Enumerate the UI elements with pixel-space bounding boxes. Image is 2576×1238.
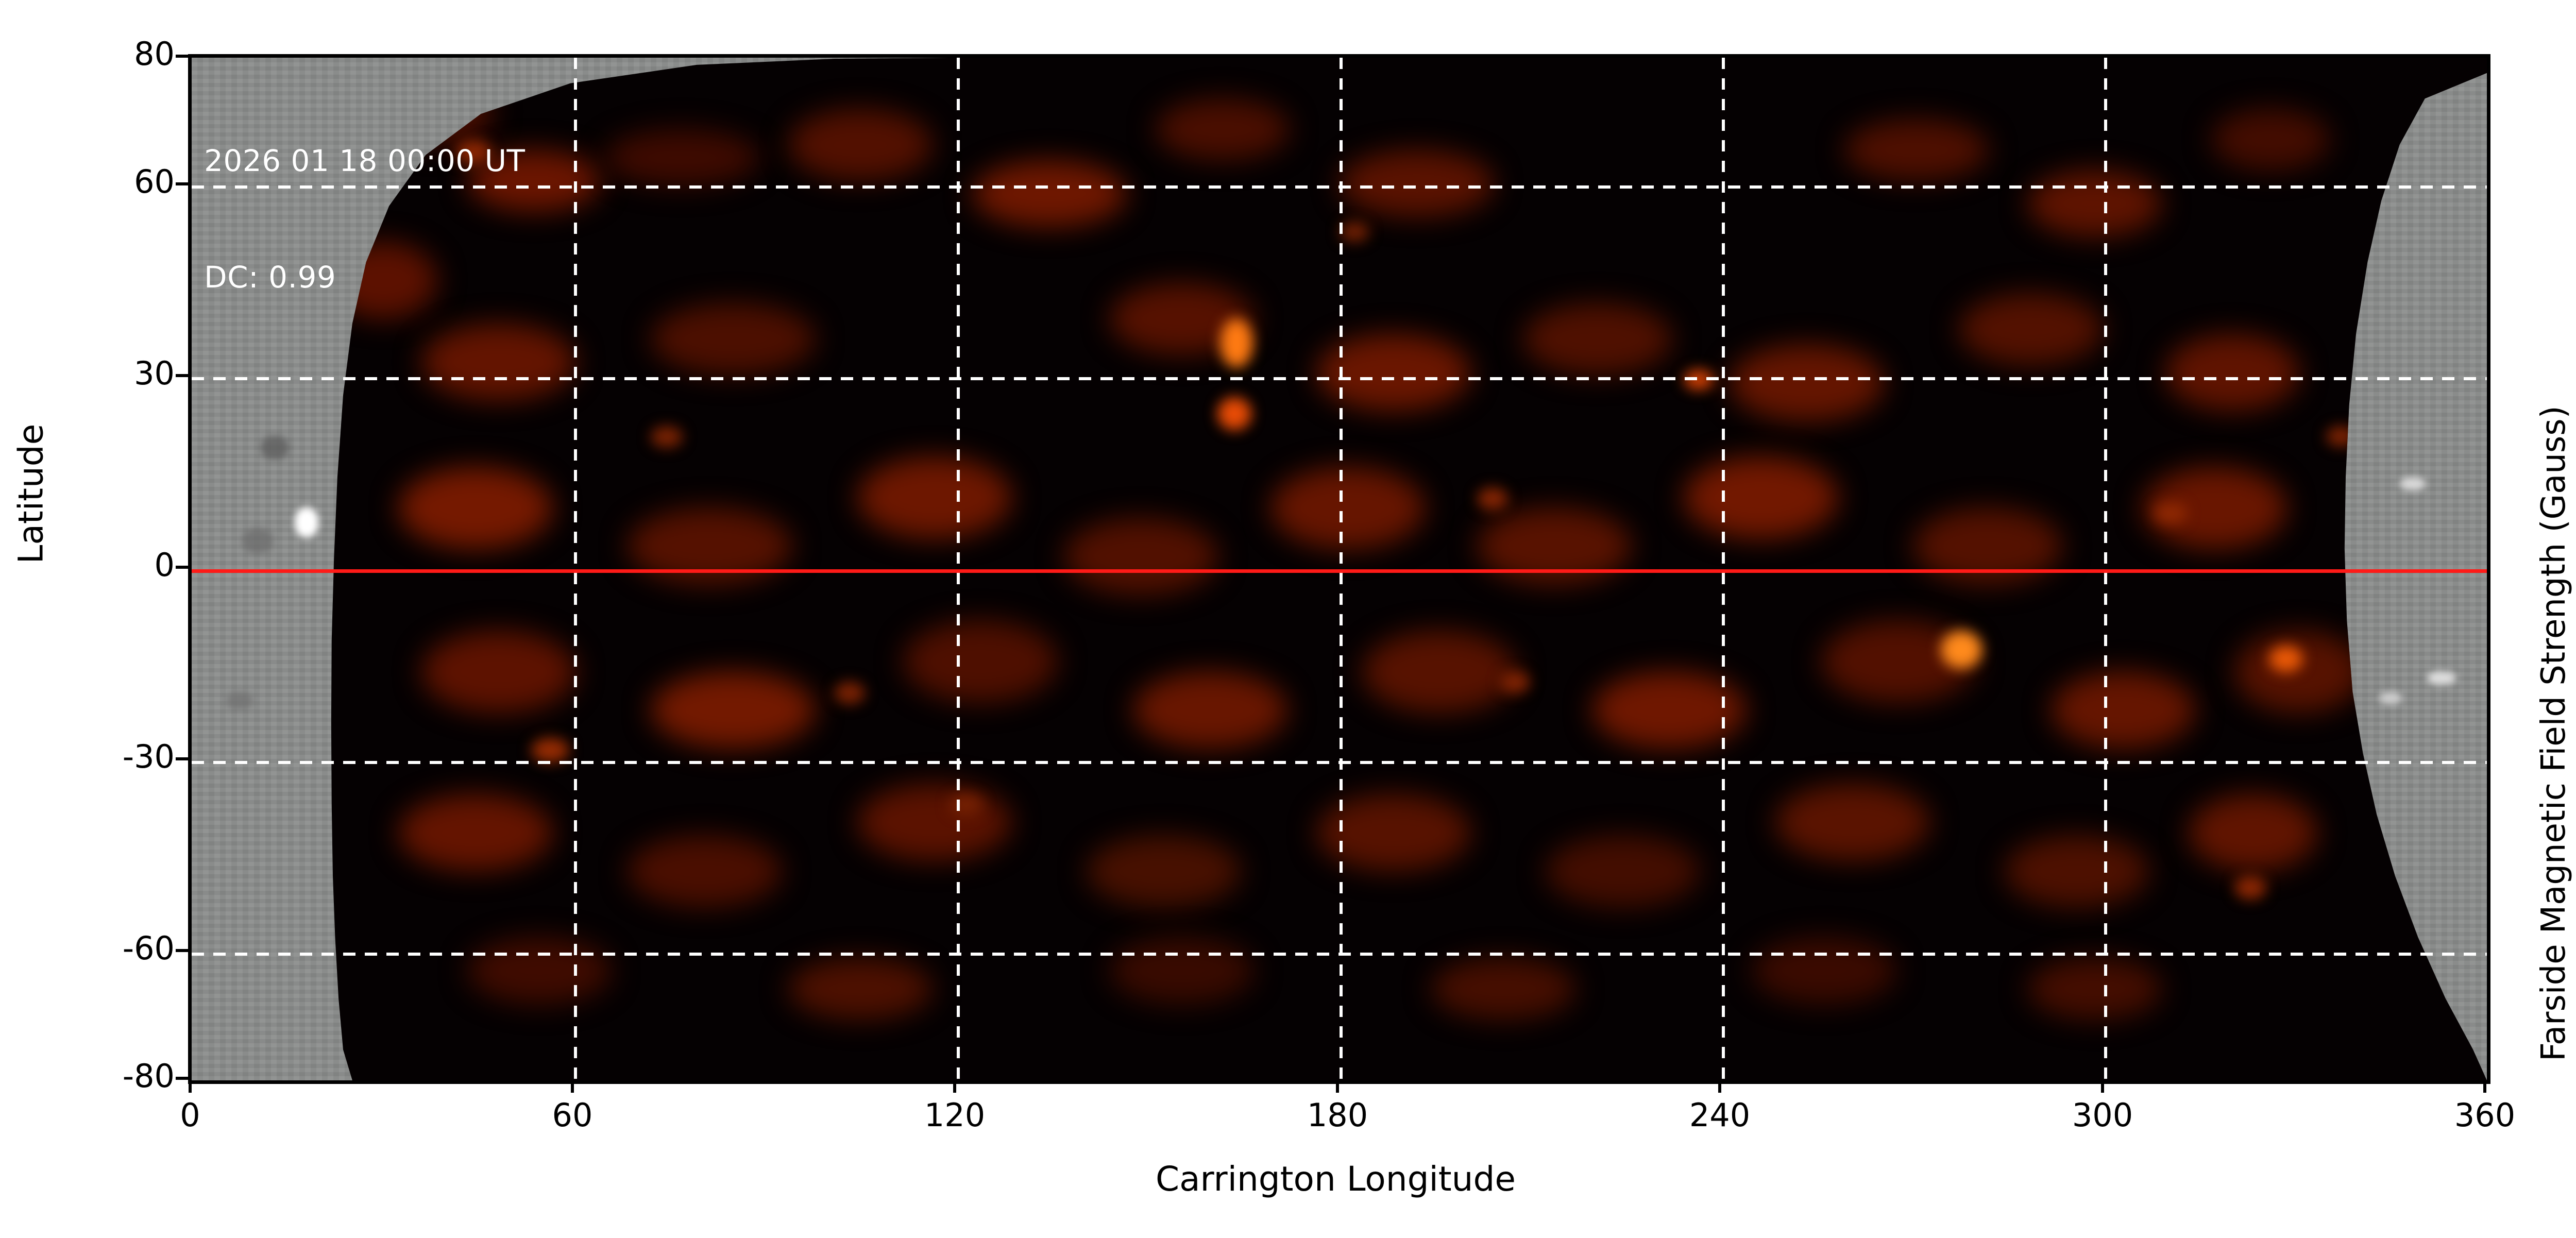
y-tick-label: -80 bbox=[122, 1057, 175, 1095]
y-tick-label: 60 bbox=[134, 163, 175, 200]
y-tick-label: 0 bbox=[154, 546, 175, 584]
magnetogram-image: NISP NSO INTEGRATED SYNOPTIC PROGRAM 202… bbox=[192, 58, 2487, 1080]
y-tick-label: 30 bbox=[134, 354, 175, 392]
y-tick-label: -60 bbox=[122, 929, 175, 967]
x-tick-label: 360 bbox=[2454, 1096, 2516, 1134]
x-tick-label: 60 bbox=[552, 1096, 593, 1134]
x-tick-label: 240 bbox=[1689, 1096, 1751, 1134]
y-axis-label: Latitude bbox=[11, 423, 51, 564]
x-tick-label: 300 bbox=[2072, 1096, 2133, 1134]
plot-annotation: 2026 01 18 00:00 UT DC: 0.99 bbox=[204, 64, 525, 375]
x-tick-label: 120 bbox=[924, 1096, 986, 1134]
y-tick-label: -30 bbox=[122, 738, 175, 775]
farside-colorbar-title: Farside Magnetic Field Strength (Gauss) bbox=[2535, 405, 2573, 1061]
x-tick-label: 180 bbox=[1307, 1096, 1368, 1134]
equator-line bbox=[192, 569, 2487, 573]
y-tick-label: 80 bbox=[134, 35, 175, 73]
x-tick-label: 0 bbox=[180, 1096, 200, 1134]
magnetogram-plot-frame: NISP NSO INTEGRATED SYNOPTIC PROGRAM 202… bbox=[188, 54, 2490, 1084]
x-axis-label: Carrington Longitude bbox=[1155, 1159, 1516, 1199]
annotation-timestamp: 2026 01 18 00:00 UT bbox=[204, 143, 526, 178]
farside-field-blobs bbox=[331, 58, 2487, 1080]
annotation-duty-cycle: DC: 0.99 bbox=[204, 259, 336, 295]
